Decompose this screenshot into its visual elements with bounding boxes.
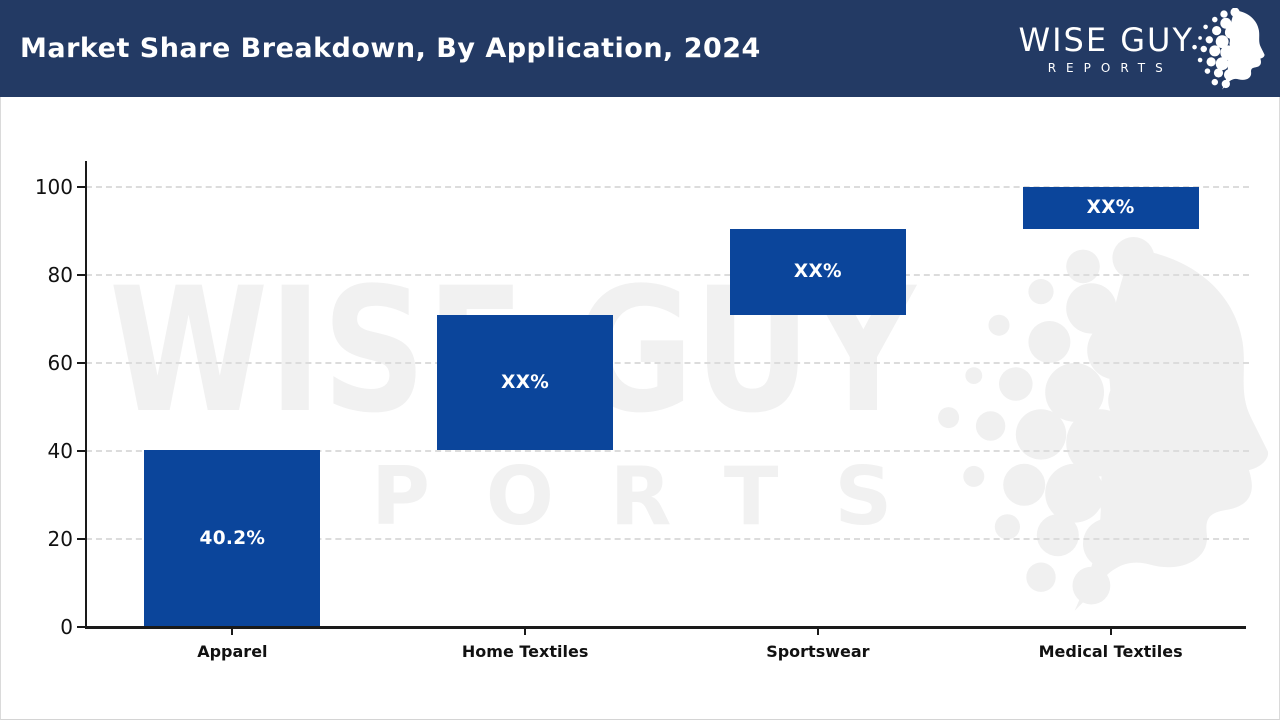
bar-home-textiles: XX% — [437, 314, 614, 451]
x-category-label: Apparel — [197, 642, 268, 661]
y-gridline — [86, 538, 1249, 540]
header-bar: Market Share Breakdown, By Application, … — [0, 0, 1280, 97]
chart-area: WISE GUY REPORTS 0 20 40 60 80 100 40.2% Appare… — [0, 97, 1280, 720]
bar-sportswear: XX% — [729, 228, 906, 315]
y-gridline — [86, 274, 1249, 276]
y-axis-line — [85, 161, 87, 629]
y-gridline — [86, 186, 1249, 188]
logo-wordmark: WISE GUY REPORTS — [1018, 21, 1194, 75]
brand-logo: WISE GUY REPORTS — [1018, 7, 1270, 91]
logo-wordmark-line2: REPORTS — [1047, 60, 1173, 75]
y-axis-tick — [77, 186, 85, 188]
x-axis-line — [85, 626, 1246, 629]
x-category-label: Medical Textiles — [1038, 642, 1183, 661]
bar-apparel: 40.2% — [144, 450, 321, 627]
y-tick-label: 60 — [47, 351, 73, 375]
bar-value-label: XX% — [1086, 197, 1135, 219]
bar-value-label: XX% — [793, 261, 842, 283]
y-axis-tick — [77, 538, 85, 540]
watermark-head-icon — [938, 237, 1269, 611]
x-category-label: Sportswear — [766, 642, 870, 661]
bar-value-label: 40.2% — [199, 528, 266, 550]
bar-value-label: XX% — [501, 371, 550, 393]
x-axis-tick — [231, 629, 234, 635]
page-title: Market Share Breakdown, By Application, … — [20, 33, 761, 64]
y-tick-label: 80 — [47, 263, 73, 287]
y-axis-tick — [77, 274, 85, 276]
y-tick-label: 0 — [60, 615, 73, 639]
y-axis-tick — [77, 450, 85, 452]
y-axis-tick — [77, 362, 85, 364]
y-tick-label: 100 — [34, 175, 73, 199]
x-category-label: Home Textiles — [461, 642, 589, 661]
x-axis-tick — [524, 629, 527, 635]
x-axis-tick — [816, 629, 819, 635]
logo-wordmark-line1: WISE GUY — [1018, 21, 1194, 60]
y-gridline — [86, 450, 1249, 452]
y-gridline — [86, 362, 1249, 364]
y-tick-label: 20 — [47, 527, 73, 551]
x-axis-tick — [1109, 629, 1112, 635]
bar-medical-textiles: XX% — [1022, 187, 1199, 229]
y-axis-tick — [77, 626, 85, 628]
y-tick-label: 40 — [47, 439, 73, 463]
